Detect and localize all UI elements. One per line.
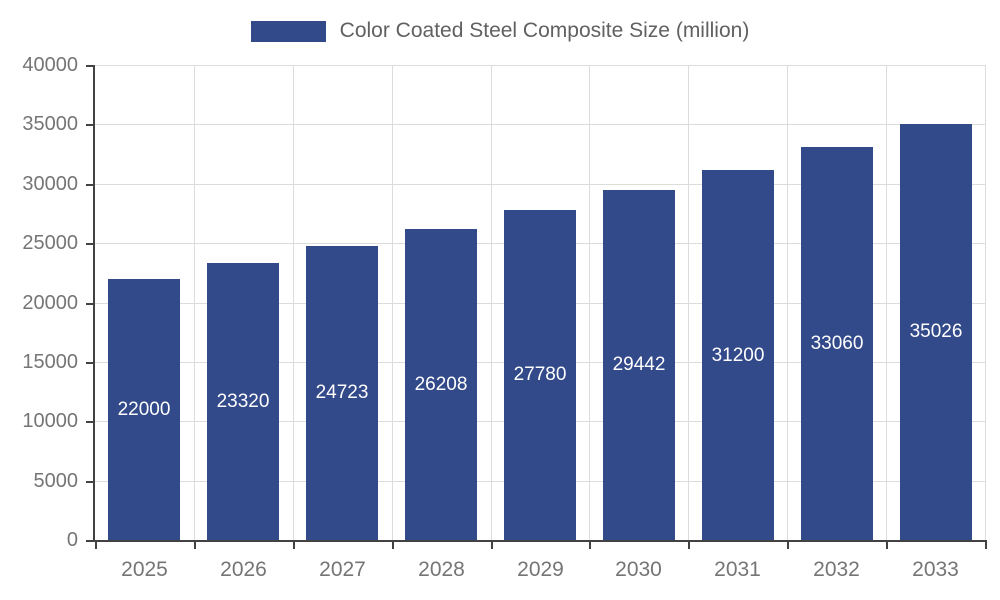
y-axis-tick bbox=[86, 362, 95, 364]
bar-2026[interactable]: 23320 bbox=[207, 263, 279, 540]
x-axis-tick bbox=[688, 540, 690, 549]
vertical-gridline bbox=[491, 65, 492, 540]
horizontal-gridline bbox=[95, 65, 985, 66]
y-axis-tick bbox=[86, 65, 95, 67]
y-axis-line bbox=[93, 65, 95, 542]
x-axis-tick bbox=[491, 540, 493, 549]
legend-swatch bbox=[250, 20, 326, 42]
x-axis-label: 2025 bbox=[121, 558, 168, 581]
y-axis-tick bbox=[86, 184, 95, 186]
y-axis-tick bbox=[86, 124, 95, 126]
vertical-gridline bbox=[293, 65, 294, 540]
y-axis-tick bbox=[86, 303, 95, 305]
x-axis-tick bbox=[886, 540, 888, 549]
horizontal-gridline bbox=[95, 124, 985, 125]
y-axis-label: 40000 bbox=[22, 54, 78, 76]
x-axis-tick bbox=[787, 540, 789, 549]
vertical-gridline bbox=[194, 65, 195, 540]
bar-value-label: 31200 bbox=[711, 344, 765, 366]
vertical-gridline bbox=[787, 65, 788, 540]
bar-2033[interactable]: 35026 bbox=[900, 124, 972, 540]
vertical-gridline bbox=[985, 65, 986, 540]
bar-value-label: 33060 bbox=[810, 332, 864, 354]
y-axis-tick bbox=[86, 481, 95, 483]
bar-value-label: 26208 bbox=[414, 373, 468, 395]
x-axis-label: 2028 bbox=[418, 558, 465, 581]
bar-2027[interactable]: 24723 bbox=[306, 246, 378, 540]
y-axis-label: 20000 bbox=[22, 292, 78, 314]
x-axis-tick bbox=[985, 540, 987, 549]
x-axis-label: 2026 bbox=[220, 558, 267, 581]
x-axis-label: 2030 bbox=[615, 558, 662, 581]
x-axis-tick bbox=[95, 540, 97, 549]
bar-value-label: 35026 bbox=[909, 321, 963, 342]
x-axis-label: 2033 bbox=[912, 558, 959, 581]
bar-value-label: 22000 bbox=[117, 398, 171, 420]
y-axis-label: 5000 bbox=[33, 470, 79, 492]
y-axis-label: 30000 bbox=[22, 173, 78, 195]
x-axis-label: 2031 bbox=[714, 558, 761, 581]
x-axis-line bbox=[93, 540, 985, 542]
bar-value-label: 27780 bbox=[513, 364, 567, 385]
x-axis-label: 2032 bbox=[813, 558, 860, 581]
bar-2025[interactable]: 22000 bbox=[108, 279, 180, 540]
bar-2029[interactable]: 27780 bbox=[504, 210, 576, 540]
vertical-gridline bbox=[886, 65, 887, 540]
vertical-gridline bbox=[589, 65, 590, 540]
bar-2032[interactable]: 33060 bbox=[801, 147, 873, 540]
y-axis-label: 10000 bbox=[22, 410, 78, 432]
bar-2031[interactable]: 31200 bbox=[702, 170, 774, 541]
x-axis-label: 2029 bbox=[517, 558, 564, 581]
y-axis-tick bbox=[86, 421, 95, 423]
x-axis-tick bbox=[589, 540, 591, 549]
bar-value-label: 29442 bbox=[612, 354, 666, 375]
legend[interactable]: Color Coated Steel Composite Size (milli… bbox=[0, 16, 1000, 46]
x-axis-tick bbox=[293, 540, 295, 549]
x-axis-tick bbox=[194, 540, 196, 549]
x-axis-tick bbox=[392, 540, 394, 549]
y-axis-label: 25000 bbox=[22, 232, 78, 254]
vertical-gridline bbox=[688, 65, 689, 540]
bar-2030[interactable]: 29442 bbox=[603, 190, 675, 540]
y-axis-label: 35000 bbox=[22, 113, 78, 135]
y-axis-label: 0 bbox=[66, 529, 78, 551]
bar-2028[interactable]: 26208 bbox=[405, 229, 477, 540]
horizontal-gridline bbox=[95, 184, 985, 185]
bar-value-label: 23320 bbox=[216, 390, 270, 412]
y-axis-tick bbox=[86, 540, 95, 542]
vertical-gridline bbox=[392, 65, 393, 540]
y-axis-label: 15000 bbox=[22, 351, 78, 373]
bar-value-label: 24723 bbox=[315, 382, 369, 403]
legend-label: Color Coated Steel Composite Size (milli… bbox=[339, 19, 750, 42]
x-axis-label: 2027 bbox=[319, 558, 366, 581]
y-axis-tick bbox=[86, 243, 95, 245]
